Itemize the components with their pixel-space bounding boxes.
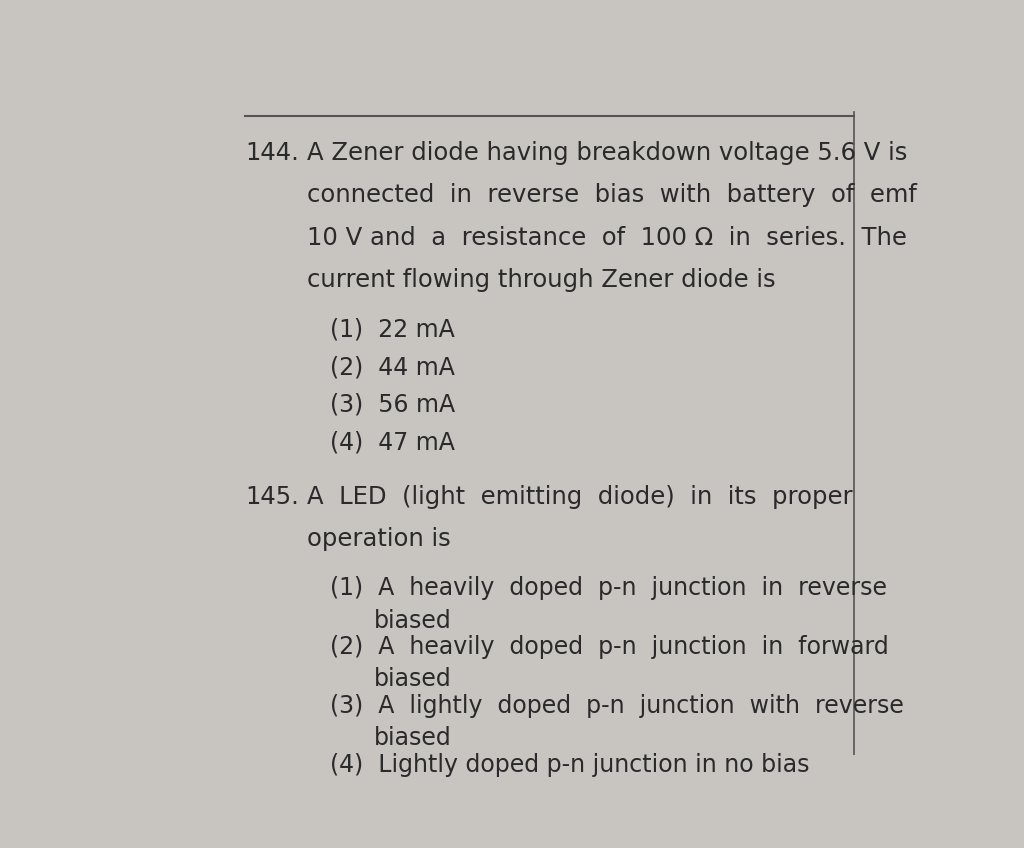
Text: (2)  A  heavily  doped  p-n  junction  in  forward: (2) A heavily doped p-n junction in forw…	[331, 635, 889, 659]
Text: connected  in  reverse  bias  with  battery  of  emf: connected in reverse bias with battery o…	[306, 183, 916, 208]
Text: 10 V and  a  resistance  of  100 Ω  in  series.  The: 10 V and a resistance of 100 Ω in series…	[306, 226, 906, 250]
Text: A  LED  (light  emitting  diode)  in  its  proper: A LED (light emitting diode) in its prop…	[306, 485, 852, 509]
Text: (3)  56 mA: (3) 56 mA	[331, 393, 456, 417]
Text: (4)  Lightly doped p-n junction in no bias: (4) Lightly doped p-n junction in no bia…	[331, 752, 810, 777]
Text: (1)  22 mA: (1) 22 mA	[331, 317, 455, 341]
Text: (2)  44 mA: (2) 44 mA	[331, 355, 456, 379]
Text: biased: biased	[374, 609, 452, 633]
Text: biased: biased	[374, 667, 452, 691]
Text: operation is: operation is	[306, 527, 451, 551]
Text: A Zener diode having breakdown voltage 5.6 V is: A Zener diode having breakdown voltage 5…	[306, 141, 907, 165]
Text: 145.: 145.	[246, 485, 299, 509]
Text: (1)  A  heavily  doped  p-n  junction  in  reverse: (1) A heavily doped p-n junction in reve…	[331, 577, 888, 600]
Text: (4)  47 mA: (4) 47 mA	[331, 431, 456, 455]
Text: (3)  A  lightly  doped  p-n  junction  with  reverse: (3) A lightly doped p-n junction with re…	[331, 694, 904, 718]
Text: 144.: 144.	[246, 141, 299, 165]
Text: biased: biased	[374, 726, 452, 750]
Text: current flowing through Zener diode is: current flowing through Zener diode is	[306, 268, 775, 293]
